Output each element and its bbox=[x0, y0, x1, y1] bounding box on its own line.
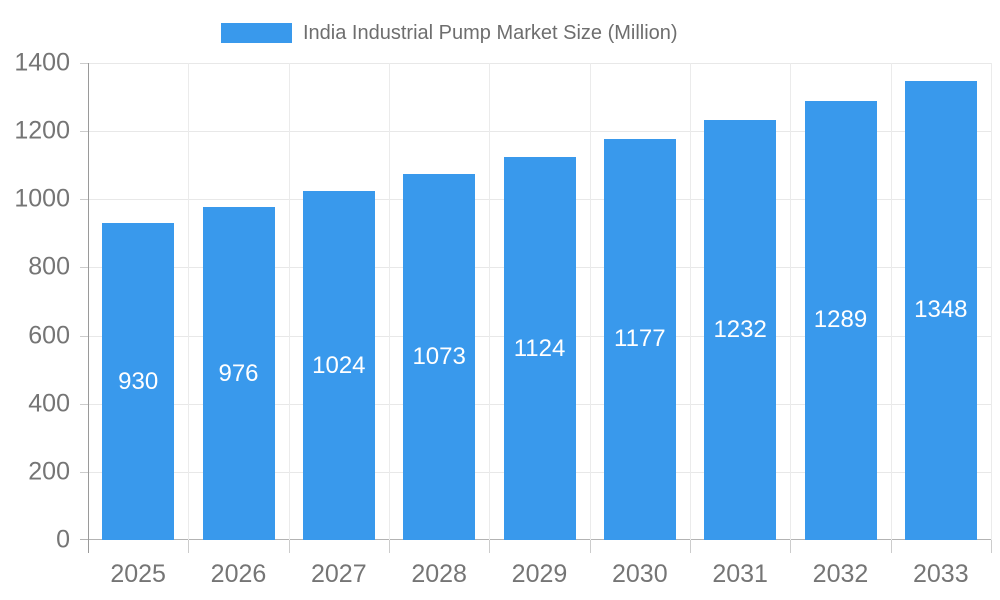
legend-label: India Industrial Pump Market Size (Milli… bbox=[303, 22, 678, 44]
x-tick-label: 2032 bbox=[812, 560, 869, 588]
bar-value-label: 1348 bbox=[914, 296, 968, 324]
x-boundary-tick bbox=[890, 540, 892, 553]
v-gridline bbox=[288, 63, 290, 540]
x-tick-label: 2027 bbox=[311, 560, 367, 588]
y-tick bbox=[80, 63, 88, 64]
x-boundary-tick bbox=[389, 540, 390, 553]
y-tick-label: 800 bbox=[28, 252, 70, 281]
y-tick bbox=[80, 267, 88, 269]
y-tick bbox=[80, 335, 88, 337]
legend[interactable]: India Industrial Pump Market Size (Milli… bbox=[221, 23, 678, 43]
bar-value-label: 1124 bbox=[513, 334, 566, 362]
v-gridline bbox=[489, 63, 491, 540]
x-tick-label: 2031 bbox=[712, 560, 768, 588]
y-tick bbox=[80, 199, 88, 201]
x-tick-label: 2033 bbox=[913, 560, 969, 588]
x-boundary-tick bbox=[790, 540, 792, 553]
y-tick-label: 0 bbox=[56, 525, 70, 554]
y-tick-label: 600 bbox=[28, 321, 70, 350]
bar-value-label: 1289 bbox=[813, 306, 868, 334]
y-tick-label: 400 bbox=[28, 389, 70, 418]
h-gridline bbox=[88, 63, 991, 64]
bar[interactable]: 1289 bbox=[804, 100, 877, 540]
bar[interactable]: 976 bbox=[202, 207, 275, 540]
bar-value-label: 1177 bbox=[614, 325, 666, 353]
bar[interactable]: 1073 bbox=[403, 174, 476, 540]
y-tick-label: 1400 bbox=[14, 48, 70, 77]
legend-swatch bbox=[221, 23, 292, 43]
v-gridline bbox=[991, 63, 992, 540]
y-tick bbox=[80, 403, 88, 405]
bar-value-label: 1073 bbox=[412, 343, 466, 371]
x-boundary-tick bbox=[589, 540, 591, 553]
y-tick-label: 200 bbox=[28, 457, 70, 486]
x-tick-label: 2025 bbox=[110, 560, 166, 588]
y-tick bbox=[80, 131, 88, 133]
x-boundary-tick bbox=[288, 540, 290, 553]
x-tick-label: 2026 bbox=[210, 560, 267, 588]
x-boundary-tick bbox=[489, 540, 491, 553]
x-tick-label: 2029 bbox=[511, 560, 568, 588]
bar-value-label: 1232 bbox=[713, 316, 767, 344]
bar[interactable]: 1024 bbox=[302, 191, 375, 540]
x-tick-label: 2028 bbox=[411, 560, 467, 588]
v-gridline bbox=[890, 63, 892, 540]
v-gridline bbox=[389, 63, 390, 540]
bar[interactable]: 1348 bbox=[904, 80, 977, 540]
bar-value-label: 1024 bbox=[312, 351, 366, 379]
y-tick-label: 1200 bbox=[14, 116, 70, 145]
v-gridline bbox=[790, 63, 792, 540]
bar[interactable]: 1232 bbox=[704, 120, 777, 540]
bar[interactable]: 1124 bbox=[503, 157, 576, 540]
bar-value-label: 930 bbox=[118, 367, 159, 395]
bar[interactable]: 1177 bbox=[603, 138, 676, 540]
h-gridline bbox=[88, 131, 991, 133]
v-gridline bbox=[188, 63, 190, 540]
bar-value-label: 976 bbox=[218, 359, 259, 387]
y-axis-line bbox=[88, 63, 89, 553]
v-gridline bbox=[589, 63, 591, 540]
x-boundary-tick bbox=[690, 540, 691, 553]
v-gridline bbox=[690, 63, 691, 540]
x-boundary-tick bbox=[991, 540, 992, 553]
bar[interactable]: 930 bbox=[102, 223, 175, 540]
x-tick-label: 2030 bbox=[612, 560, 668, 588]
y-tick-label: 1000 bbox=[14, 184, 70, 213]
x-boundary-tick bbox=[188, 540, 190, 553]
y-tick bbox=[80, 471, 88, 473]
